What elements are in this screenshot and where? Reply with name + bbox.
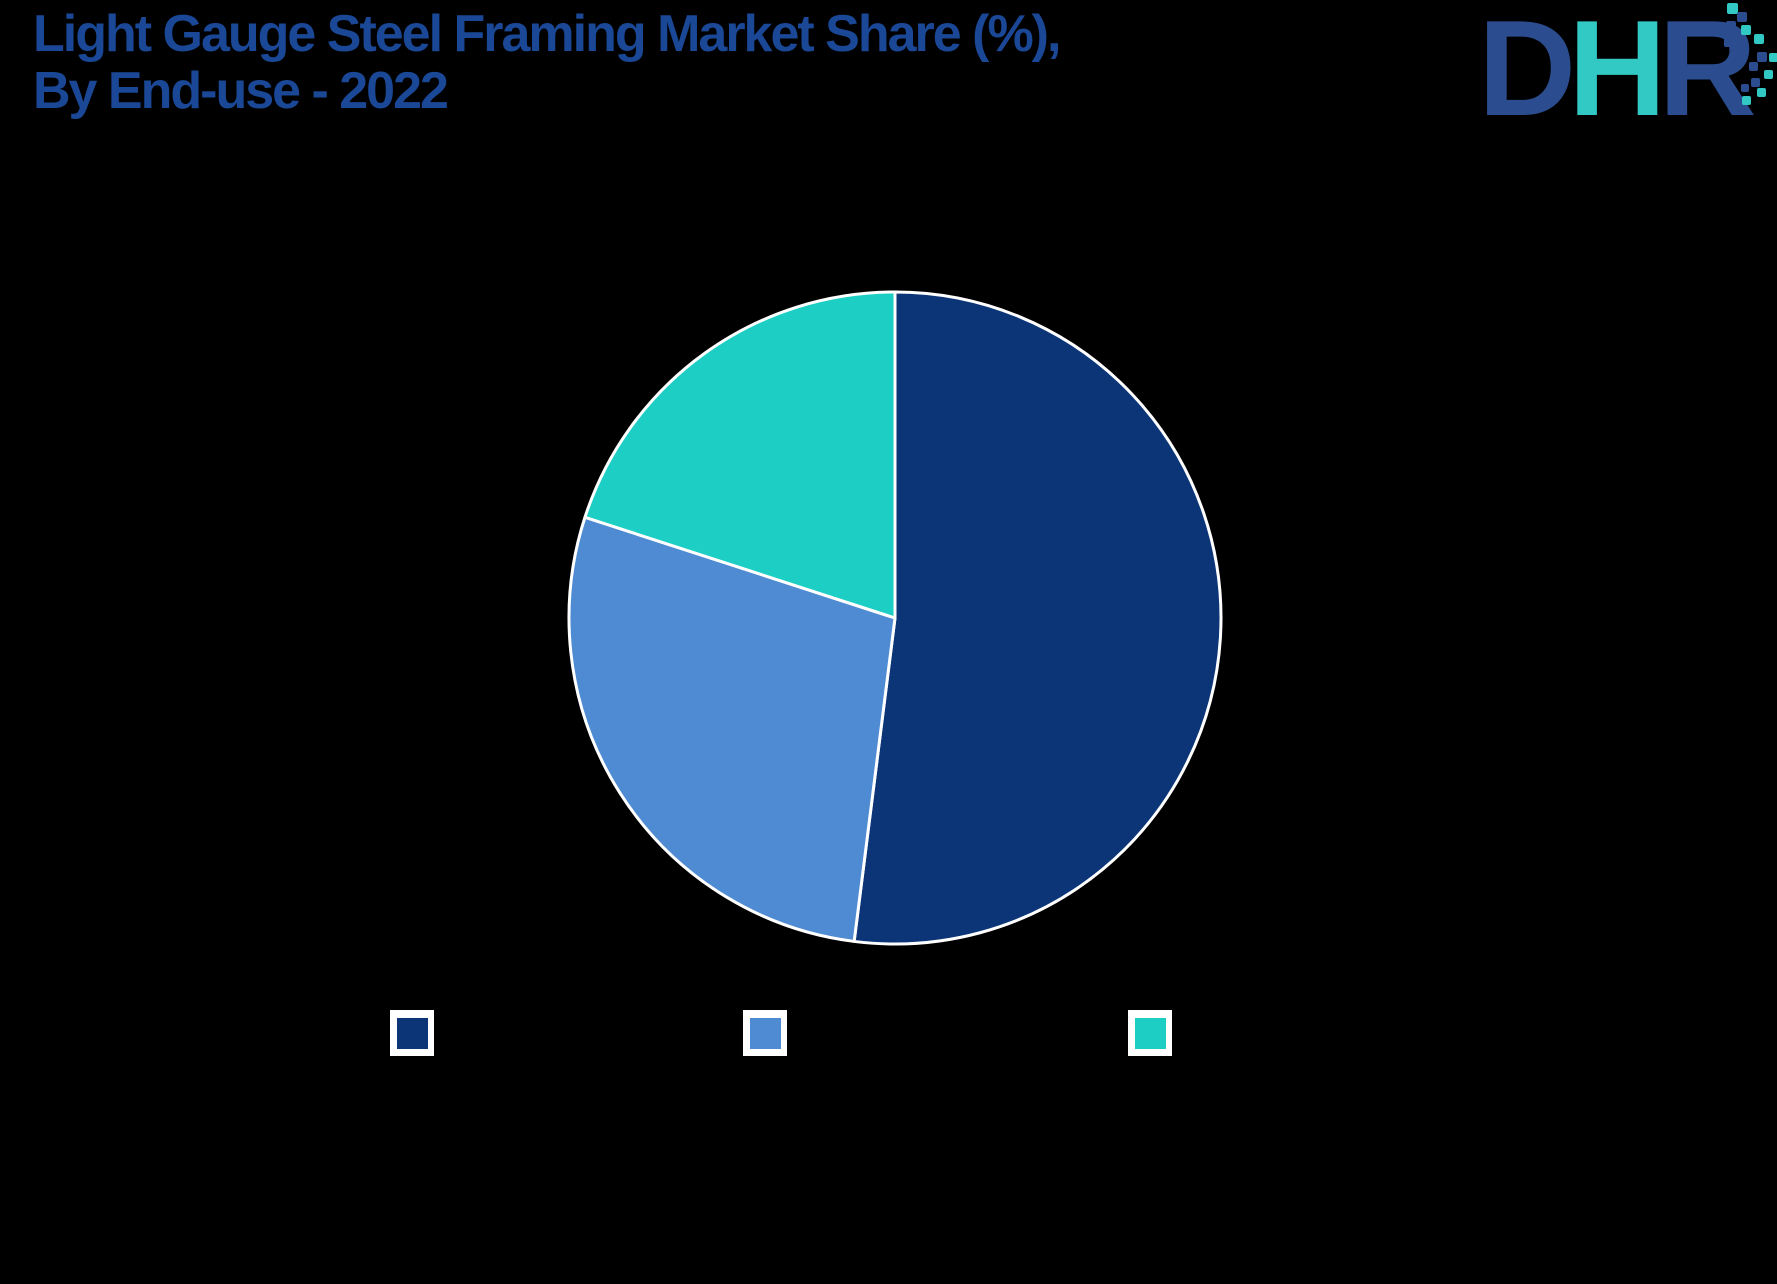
dhr-logo-letters: DHR: [1478, 0, 1757, 136]
logo-letter-d: D: [1478, 0, 1576, 144]
logo-dot-icon: [1754, 34, 1764, 44]
pie-chart-svg: [567, 290, 1223, 946]
logo-dot-icon: [1737, 12, 1747, 22]
pie-slice-2: [567, 515, 897, 943]
logo-dot-icon: [1764, 70, 1773, 79]
chart-title-line1: Light Gauge Steel Framing Market Share (…: [33, 5, 1061, 63]
legend-swatch-3-color: [1134, 1017, 1166, 1049]
logo-dot-icon: [1726, 21, 1736, 31]
legend-swatch-2-color: [749, 1017, 781, 1049]
logo-dot-icon: [1749, 62, 1758, 71]
chart-title-line2: By End-use - 2022: [33, 62, 449, 120]
legend-swatch-1: [390, 1010, 434, 1056]
logo-dot-icon: [1741, 25, 1751, 35]
logo-letter-r: R: [1658, 0, 1756, 144]
logo-dot-icon: [1724, 38, 1733, 47]
logo-dot-icon: [1727, 3, 1738, 14]
dhr-logo: DHR: [1478, 0, 1777, 160]
logo-dots-arc-icon: [1478, 0, 1777, 160]
logo-dot-icon: [1751, 78, 1760, 87]
logo-letter-h: H: [1568, 0, 1666, 144]
logo-dot-icon: [1757, 88, 1766, 97]
pie-chart: [565, 288, 1225, 948]
pie-slice-1: [852, 290, 1223, 946]
logo-dot-icon: [1757, 52, 1767, 62]
legend-swatch-1-color: [396, 1017, 428, 1049]
logo-dot-icon: [1741, 84, 1749, 92]
logo-dot-icon: [1769, 53, 1777, 62]
legend-swatch-3: [1128, 1010, 1172, 1056]
pie-slice-3: [583, 290, 897, 620]
logo-dot-icon: [1742, 96, 1751, 105]
chart-title: Light Gauge Steel Framing Market Share (…: [33, 5, 1061, 120]
legend-swatch-2: [743, 1010, 787, 1056]
